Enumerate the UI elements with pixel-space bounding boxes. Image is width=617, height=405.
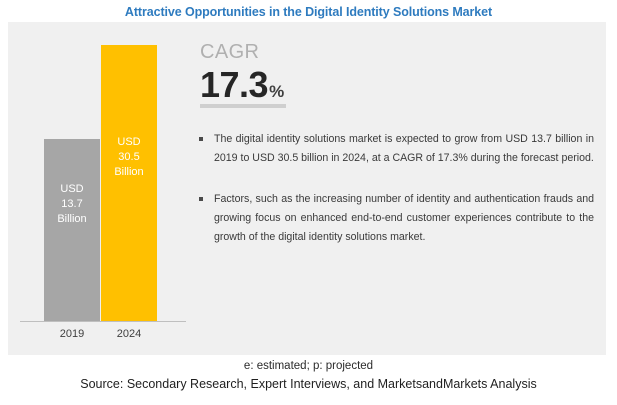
x-axis-line [20, 321, 186, 322]
bar-2019-label-value: 13.7 [61, 197, 83, 210]
x-tick-label-2019: 2019 [59, 328, 85, 340]
bar-2024-label-value: 30.5 [118, 150, 140, 163]
content-panel: USD 13.7 Billion USD 30.5 Billion 2019 2… [8, 22, 606, 355]
bullet-item-2-text: Factors, such as the increasing number o… [214, 193, 594, 243]
bar-2024-label-unit: Billion [114, 165, 144, 178]
bar-2019: USD 13.7 Billion [44, 139, 100, 321]
bar-2024-label-currency: USD [117, 135, 141, 148]
bullet-item-2: Factors, such as the increasing number o… [198, 190, 594, 247]
insights-column: CAGR 17.3 % The digital identity solutio… [198, 22, 598, 355]
cagr-number: 17.3 [200, 64, 269, 105]
bar-chart: USD 13.7 Billion USD 30.5 Billion 2019 2… [20, 22, 190, 355]
cagr-underline-rule [200, 104, 286, 108]
cagr-value: 17.3 % [200, 64, 284, 106]
bullet-item-1: The digital identity solutions market is… [198, 130, 594, 168]
page-title: Attractive Opportunities in the Digital … [124, 5, 493, 19]
footer-note: e: estimated; p: projected [243, 360, 374, 372]
bar-2019-label-unit: Billion [57, 212, 87, 225]
square-bullet-icon [199, 197, 203, 201]
x-tick-label-2024: 2024 [116, 328, 142, 340]
bar-2024: USD 30.5 Billion [101, 45, 157, 321]
bullet-list: The digital identity solutions market is… [198, 130, 594, 247]
footer: e: estimated; p: projected Source: Secon… [0, 358, 617, 394]
x-axis-tick-labels: 2019 2024 [20, 328, 186, 346]
bullet-item-1-text: The digital identity solutions market is… [214, 133, 594, 164]
footer-source: Source: Secondary Research, Expert Inter… [80, 377, 537, 391]
cagr-label: CAGR [200, 41, 260, 63]
square-bullet-icon [199, 137, 203, 141]
cagr-percent-symbol: % [269, 82, 285, 101]
bar-2019-label-currency: USD [60, 182, 84, 195]
chart-plot-area: USD 13.7 Billion USD 30.5 Billion 2019 2… [20, 22, 190, 340]
